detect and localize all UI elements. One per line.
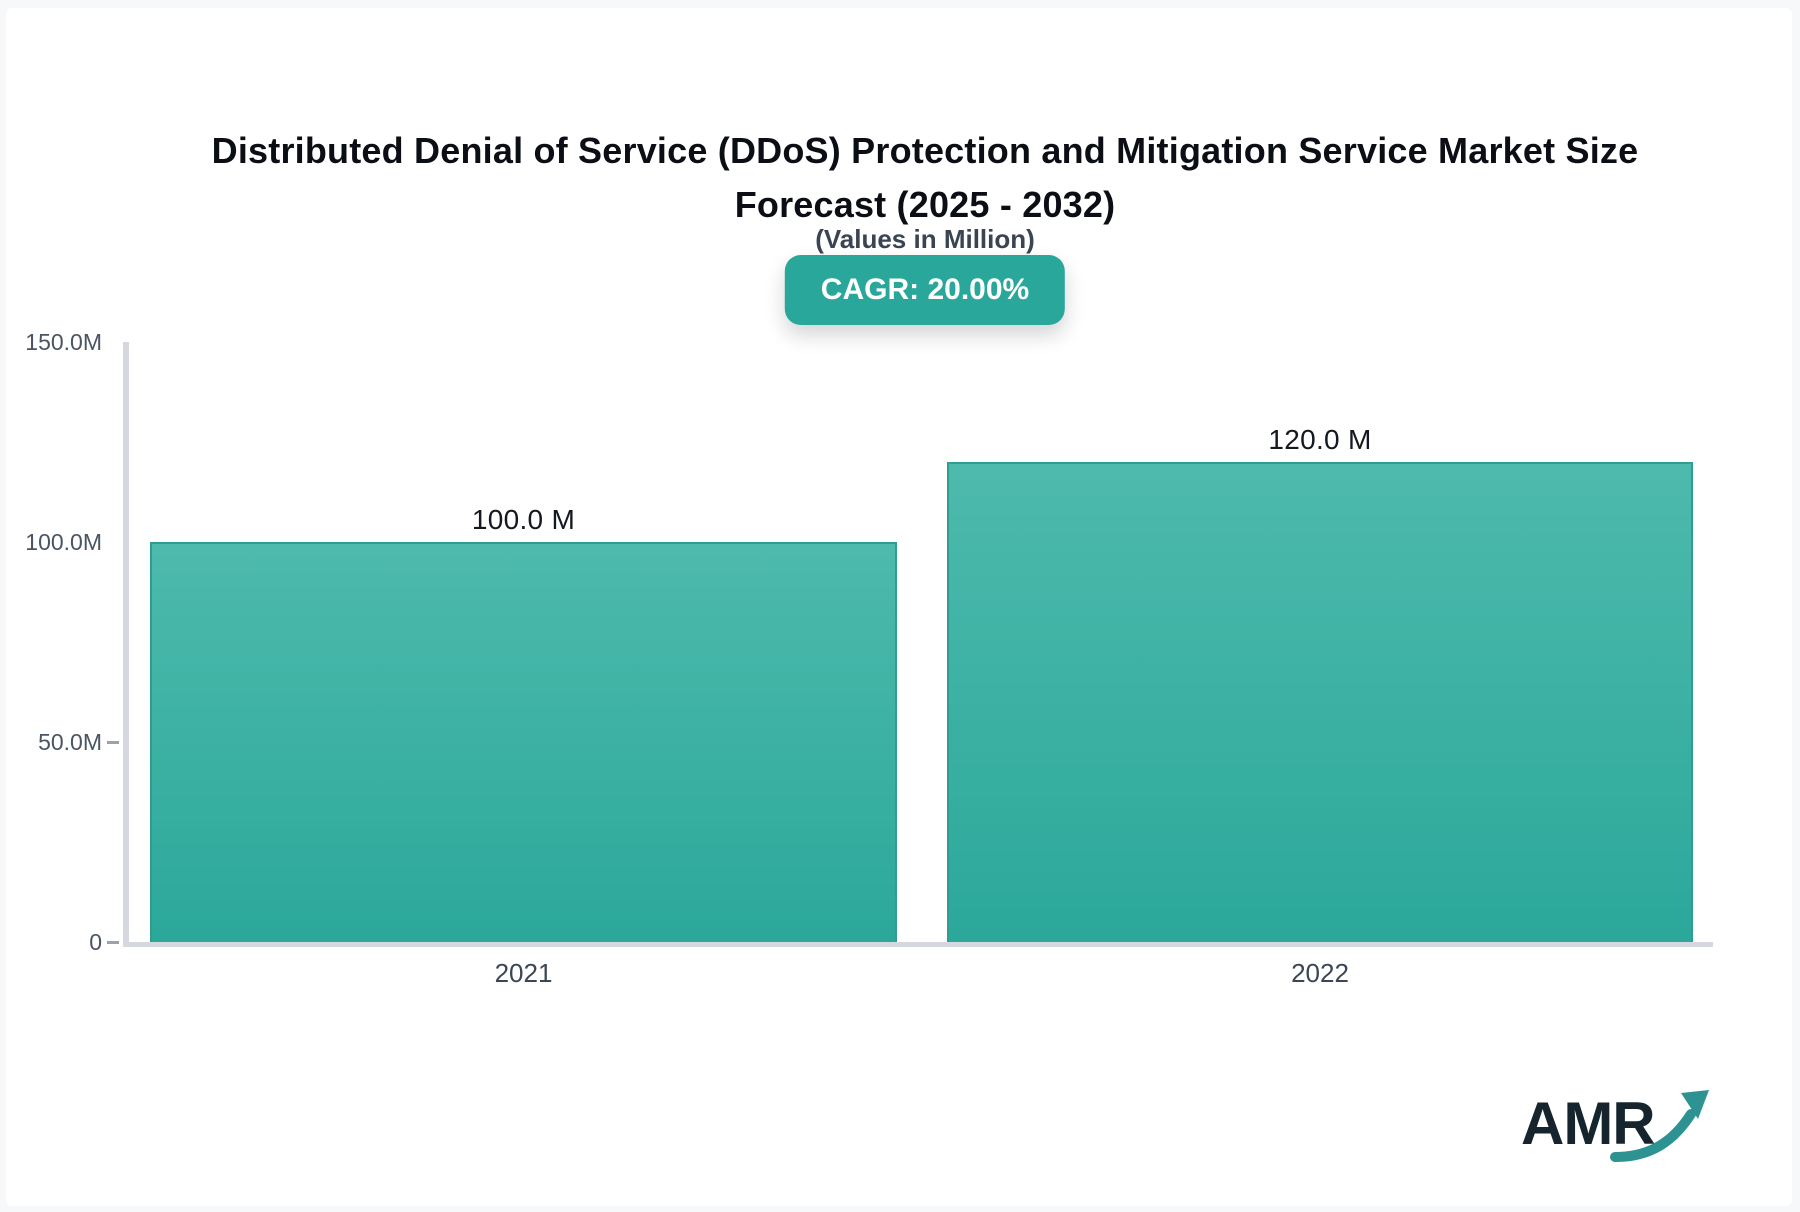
y-tick-label-50m: 50.0M	[38, 729, 102, 755]
y-axis-line	[123, 342, 129, 947]
cagr-badge: CAGR: 20.00%	[784, 255, 1066, 325]
bar-value-label-2022: 120.0 M	[1268, 424, 1372, 455]
amr-logo-arrow-icon	[1610, 1090, 1709, 1162]
bar-2021[interactable]	[150, 542, 897, 942]
x-axis-label-2021: 2021	[494, 958, 553, 988]
y-tick-label-100m: 100.0M	[25, 529, 102, 555]
y-tick-label-0: 0	[89, 929, 102, 955]
bar-2022[interactable]	[947, 462, 1693, 942]
x-axis-label-2022: 2022	[1291, 958, 1349, 988]
chart-title: Distributed Denial of Service (DDoS) Pro…	[75, 124, 1775, 232]
y-tick-mark-0	[107, 941, 119, 944]
y-tick-label-150m: 150.0M	[25, 329, 102, 355]
x-axis-line	[123, 942, 1713, 947]
y-tick-mark-50m	[107, 741, 119, 744]
chart-title-line1: Distributed Denial of Service (DDoS) Pro…	[211, 130, 1639, 172]
chart-title-line2: Forecast (2025 - 2032)	[734, 184, 1116, 226]
amr-logo: AMR	[1521, 1090, 1709, 1162]
amr-logo-text: AMR	[1521, 1090, 1655, 1157]
chart-subtitle: (Values in Million)	[815, 224, 1035, 254]
bar-value-label-2021: 100.0 M	[471, 504, 576, 535]
